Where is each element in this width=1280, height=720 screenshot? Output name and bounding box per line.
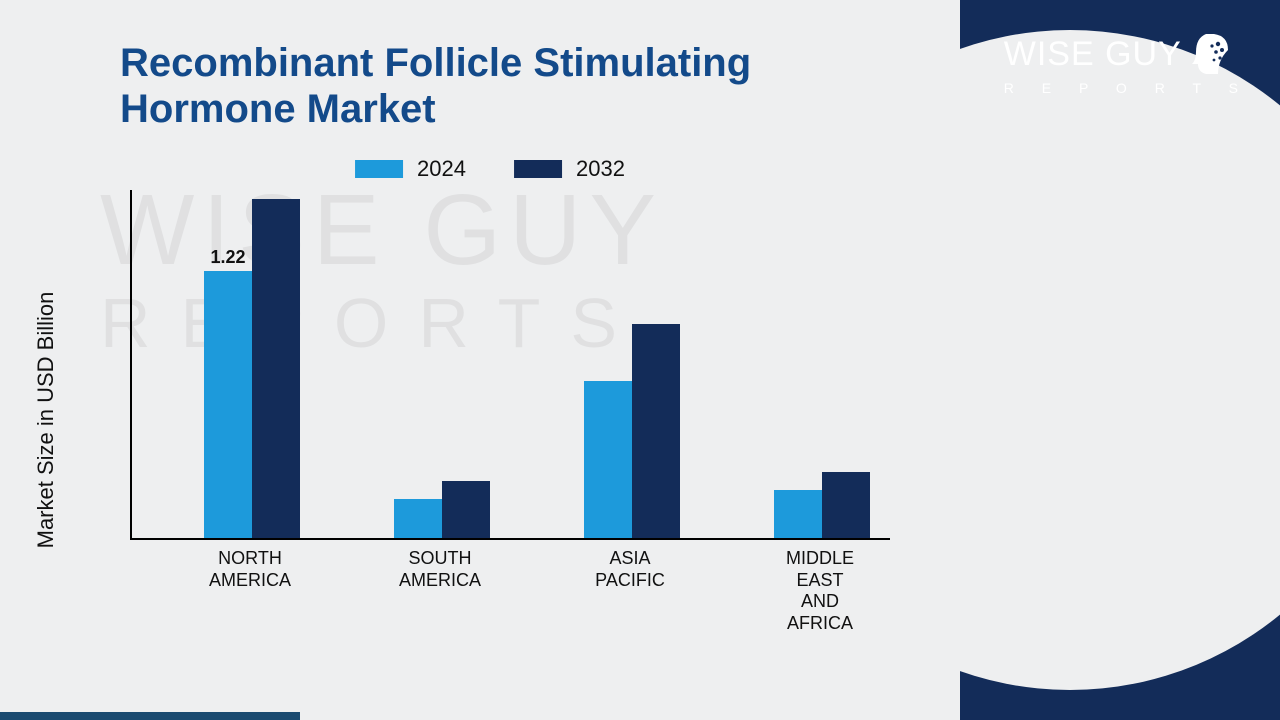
chart-area: Market Size in USD Billion 2024 2032 1.2… bbox=[70, 160, 910, 680]
bar-value-label: 1.22 bbox=[210, 247, 245, 268]
bar-2024: 1.22 bbox=[204, 271, 252, 538]
y-axis-label: Market Size in USD Billion bbox=[33, 292, 59, 549]
bar-2024 bbox=[394, 499, 442, 538]
bottom-accent bbox=[0, 712, 300, 720]
category-label: SOUTHAMERICA bbox=[370, 548, 510, 591]
bar-2032 bbox=[822, 472, 870, 538]
brand-logo: WISE GUY R E P O R T S bbox=[1004, 30, 1250, 96]
canvas: WISE GUY REPORTS Recombinant Follicle St… bbox=[0, 0, 1280, 720]
brand-name: WISE GUY bbox=[1004, 35, 1182, 74]
legend-swatch-2024 bbox=[355, 160, 403, 178]
bar-2024 bbox=[774, 490, 822, 538]
head-icon bbox=[1188, 30, 1236, 78]
bar-group bbox=[762, 472, 882, 538]
category-label: MIDDLEEASTANDAFRICA bbox=[750, 548, 890, 634]
legend-label-2032: 2032 bbox=[576, 156, 625, 182]
legend-item-2032: 2032 bbox=[514, 156, 625, 182]
bar-group: 1.22 bbox=[192, 199, 312, 538]
plot-area: 1.22 bbox=[130, 190, 890, 540]
brand-sub: R E P O R T S bbox=[1004, 80, 1250, 96]
bar-group bbox=[572, 324, 692, 538]
bar-2024 bbox=[584, 381, 632, 539]
legend-swatch-2032 bbox=[514, 160, 562, 178]
bar-2032 bbox=[442, 481, 490, 538]
legend-label-2024: 2024 bbox=[417, 156, 466, 182]
legend-item-2024: 2024 bbox=[355, 156, 466, 182]
category-label: ASIAPACIFIC bbox=[560, 548, 700, 591]
legend: 2024 2032 bbox=[355, 156, 625, 182]
bar-group bbox=[382, 481, 502, 538]
bar-2032 bbox=[252, 199, 300, 538]
bar-2032 bbox=[632, 324, 680, 538]
chart-title: Recombinant Follicle Stimulating Hormone… bbox=[120, 40, 800, 132]
category-label: NORTHAMERICA bbox=[180, 548, 320, 591]
